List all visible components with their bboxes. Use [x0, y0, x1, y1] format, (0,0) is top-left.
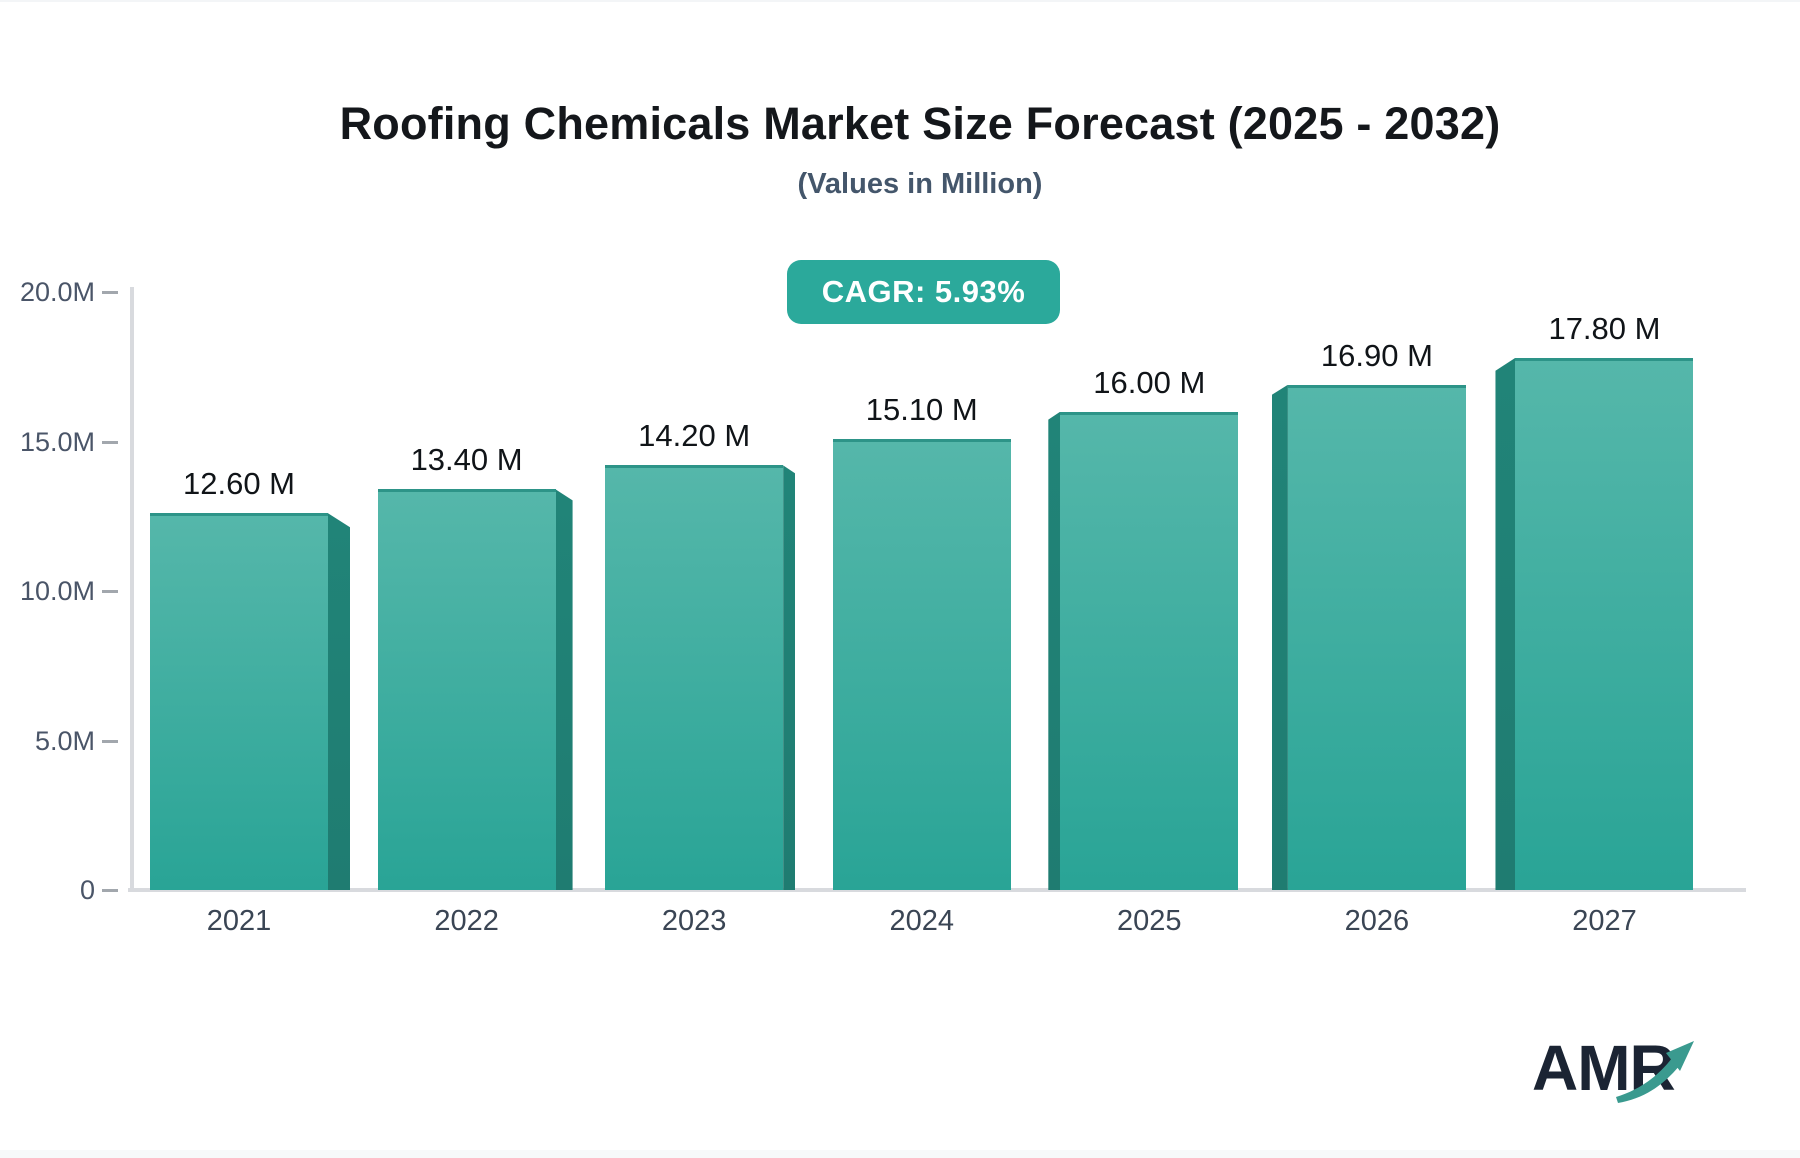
x-axis-label: 2024 [889, 905, 954, 937]
y-axis-tick [102, 291, 118, 294]
x-axis-label: 2027 [1572, 905, 1637, 937]
x-axis-label: 2023 [661, 905, 727, 937]
bar-2021 [150, 513, 328, 890]
bar-value-label: 14.20 M [638, 418, 751, 454]
y-axis-tick [102, 739, 118, 743]
bar-2023-side-face [783, 465, 796, 890]
y-axis-label: 0 [79, 875, 95, 905]
cagr-badge-label: CAGR: 5.93% [821, 274, 1026, 309]
x-axis-label: 2021 [206, 905, 272, 937]
y-axis-label: 20.0M [19, 277, 95, 307]
bar-value-label: 16.90 M [1320, 337, 1433, 373]
x-axis-line [128, 888, 1746, 892]
bar-2026 [1287, 384, 1466, 890]
bar-value-label: 13.40 M [410, 442, 523, 478]
bottom-edge-strip [0, 1150, 1800, 1158]
growth-arrow-icon [1616, 1041, 1694, 1103]
bar-2021-side-face [328, 513, 350, 890]
chart-title: Roofing Chemicals Market Size Forecast (… [339, 98, 1501, 149]
x-axis-label: 2022 [434, 905, 499, 937]
bar-value-label: 16.00 M [1093, 364, 1206, 400]
bar-2025 [1060, 411, 1239, 890]
bar-2022 [377, 489, 556, 890]
y-axis-tick [102, 889, 118, 892]
bar-2022-side-face [555, 489, 573, 890]
cagr-badge: CAGR: 5.93% [787, 260, 1060, 324]
bar-value-label: 12.60 M [182, 466, 295, 502]
bar-2026-side-face [1271, 384, 1288, 890]
amr-logo: AMR [1532, 1036, 1712, 1116]
bar-2023 [605, 465, 784, 890]
chart-subtitle: (Values in Million) [797, 168, 1043, 200]
y-axis-line [130, 287, 134, 890]
y-axis-tick [102, 440, 118, 444]
y-axis-label: 10.0M [19, 576, 95, 606]
y-axis-tick [102, 590, 118, 593]
y-axis-label: 15.0M [19, 426, 95, 457]
bar-2024 [832, 438, 1011, 890]
y-axis-label: 5.0M [34, 725, 95, 756]
bar-value-label: 15.10 M [865, 391, 978, 427]
bar-2027 [1515, 357, 1694, 890]
x-axis-label: 2026 [1344, 905, 1410, 937]
bar-2025-side-face [1048, 411, 1061, 890]
bar-2027-side-face [1495, 357, 1516, 890]
x-axis-label: 2025 [1117, 905, 1182, 937]
bar-value-label: 17.80 M [1548, 310, 1661, 346]
